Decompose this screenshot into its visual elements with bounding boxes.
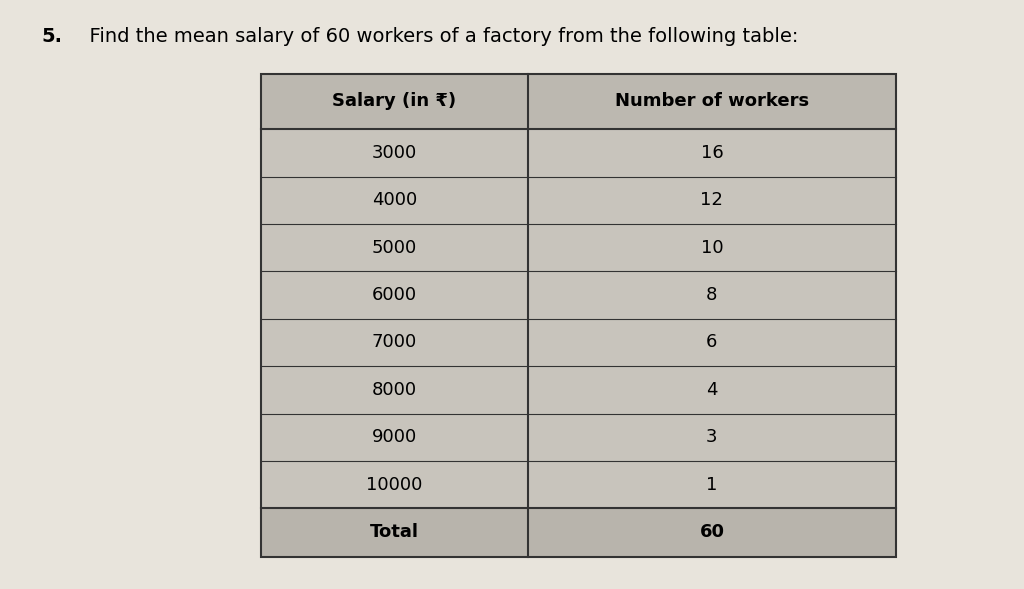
Text: 7000: 7000 [372, 333, 417, 352]
Text: 6: 6 [707, 333, 718, 352]
Text: 9000: 9000 [372, 428, 417, 446]
Text: 5.: 5. [41, 27, 62, 45]
Text: 4000: 4000 [372, 191, 417, 209]
Text: 6000: 6000 [372, 286, 417, 304]
Text: 1: 1 [707, 475, 718, 494]
Text: Total: Total [370, 524, 419, 541]
Text: 8000: 8000 [372, 381, 417, 399]
Text: Number of workers: Number of workers [614, 92, 809, 110]
Text: 60: 60 [699, 524, 724, 541]
Text: 16: 16 [700, 144, 723, 162]
Text: 10: 10 [700, 239, 723, 257]
Text: 10000: 10000 [367, 475, 423, 494]
Text: 8: 8 [707, 286, 718, 304]
Text: 3: 3 [707, 428, 718, 446]
Text: 12: 12 [700, 191, 723, 209]
Text: 3000: 3000 [372, 144, 417, 162]
Text: Salary (in ₹): Salary (in ₹) [333, 92, 457, 110]
Text: Find the mean salary of 60 workers of a factory from the following table:: Find the mean salary of 60 workers of a … [77, 27, 798, 45]
Text: 4: 4 [707, 381, 718, 399]
Text: 5000: 5000 [372, 239, 417, 257]
